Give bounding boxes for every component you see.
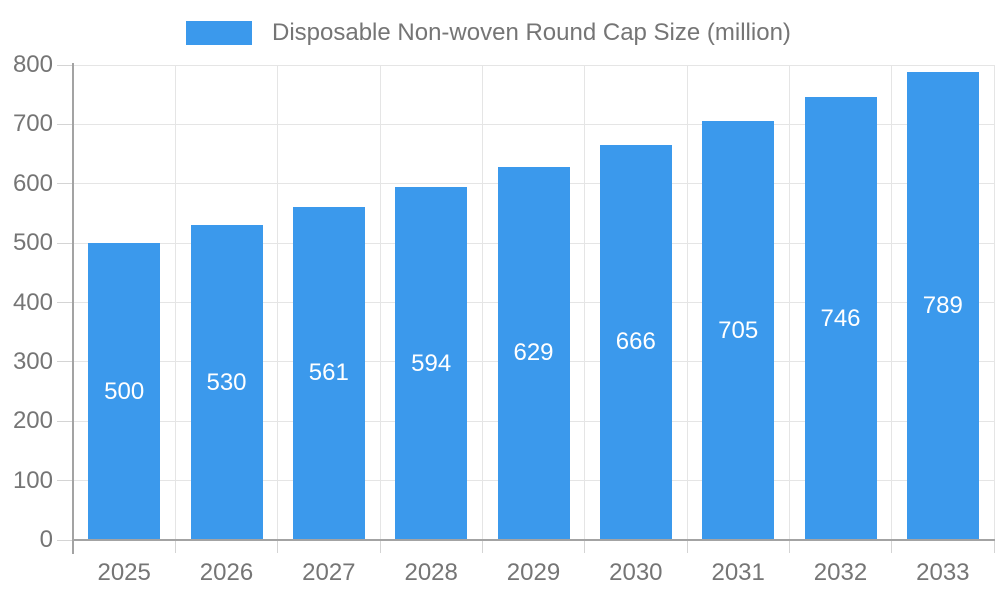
- y-axis-line: [72, 63, 74, 554]
- x-axis-line: [72, 539, 995, 541]
- bar: [804, 97, 877, 540]
- bar: [497, 166, 570, 540]
- gridline-vertical: [481, 65, 483, 540]
- y-axis-tick: [57, 361, 72, 363]
- gridline-vertical: [379, 65, 381, 540]
- gridline-horizontal: [73, 64, 994, 66]
- chart-legend[interactable]: Disposable Non-woven Round Cap Size (mil…: [186, 19, 791, 47]
- gridline-vertical: [686, 65, 688, 540]
- y-axis-tick: [57, 539, 72, 541]
- bar: [702, 121, 775, 540]
- bar: [292, 206, 365, 540]
- x-axis-label: 2032: [813, 559, 868, 586]
- bar-value-label: 789: [922, 291, 963, 319]
- bar: [906, 71, 979, 540]
- gridline-vertical: [891, 65, 893, 540]
- y-axis-label: 600: [12, 169, 53, 197]
- y-axis-label: 200: [12, 407, 53, 435]
- gridline-vertical: [788, 65, 790, 540]
- bar-value-label: 500: [104, 377, 145, 405]
- y-axis-label: 0: [39, 526, 53, 553]
- plot-area: 500 2025 530 2026 561 2027 594 2028 629 2029 666 20…: [57, 63, 995, 585]
- x-axis-label: 2026: [199, 559, 254, 586]
- y-axis-tick: [57, 480, 72, 482]
- x-axis-tick: [993, 540, 995, 553]
- x-axis-tick: [277, 540, 279, 553]
- gridline-vertical: [584, 65, 586, 540]
- x-axis-tick: [891, 540, 893, 553]
- y-axis-label: 800: [12, 51, 53, 78]
- y-axis-tick: [57, 420, 72, 422]
- y-axis-label: 500: [12, 229, 53, 257]
- x-axis-label: 2027: [302, 559, 356, 586]
- x-axis-label: 2031: [711, 559, 765, 586]
- bar-value-label: 629: [513, 339, 554, 367]
- gridline-vertical: [993, 65, 995, 540]
- bar-value-label: 594: [411, 349, 452, 377]
- bar: [395, 187, 468, 540]
- y-axis-tick: [57, 64, 72, 66]
- y-axis-tick: [57, 123, 72, 125]
- bar-value-label: 666: [615, 328, 656, 356]
- bar-value-label: 561: [308, 359, 349, 387]
- bar: [599, 144, 672, 540]
- y-axis-tick: [57, 302, 72, 303]
- x-axis-tick: [788, 540, 790, 553]
- bar-value-label: 530: [206, 368, 247, 396]
- x-axis-label: 2029: [506, 559, 561, 586]
- gridline-horizontal: [73, 123, 994, 125]
- x-axis-label: 2033: [916, 559, 970, 586]
- x-axis-label: 2030: [609, 559, 663, 586]
- legend-swatch: [186, 21, 252, 45]
- gridline-vertical: [174, 65, 176, 540]
- y-axis-label: 400: [12, 288, 53, 316]
- y-axis-tick: [57, 242, 72, 244]
- bar-value-label: 746: [820, 304, 861, 332]
- x-axis-tick: [584, 540, 586, 553]
- x-axis-label: 2028: [404, 559, 458, 586]
- legend-label: Disposable Non-woven Round Cap Size (mil…: [272, 19, 791, 46]
- y-axis-label: 300: [12, 347, 53, 375]
- bar-value-label: 705: [718, 316, 759, 344]
- x-axis-label: 2025: [97, 559, 151, 586]
- y-axis-label: 700: [12, 110, 53, 138]
- x-axis-tick: [481, 540, 483, 553]
- x-axis-tick: [174, 540, 176, 553]
- bar: [88, 243, 161, 540]
- x-axis-tick: [686, 540, 688, 553]
- x-axis-tick: [379, 540, 381, 553]
- bar: [190, 225, 263, 540]
- gridline-vertical: [277, 65, 279, 540]
- y-axis-label: 100: [12, 466, 53, 494]
- y-axis-tick: [57, 183, 72, 185]
